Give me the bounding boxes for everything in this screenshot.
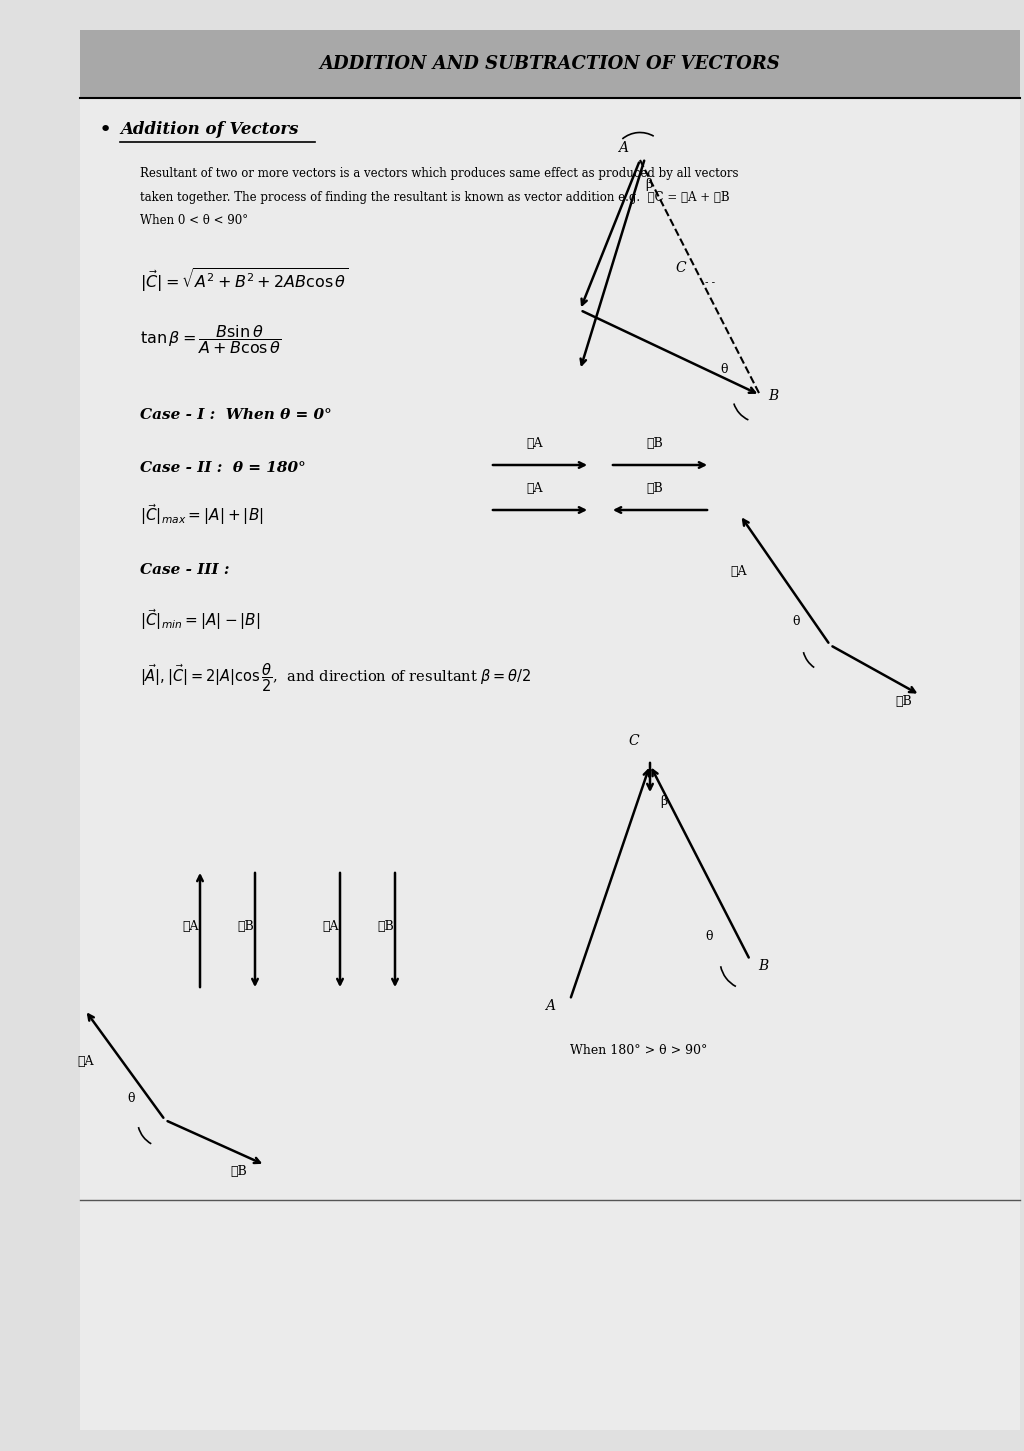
- Text: C: C: [675, 261, 686, 276]
- Text: $\tan\beta = \dfrac{B\sin\theta}{A + B\cos\theta}$: $\tan\beta = \dfrac{B\sin\theta}{A + B\c…: [140, 324, 282, 357]
- Text: ⃗B: ⃗B: [230, 1165, 247, 1178]
- Text: θ: θ: [792, 615, 800, 628]
- Bar: [80, 30, 1020, 99]
- Text: ⃗B: ⃗B: [646, 437, 664, 450]
- Text: When 180° > θ > 90°: When 180° > θ > 90°: [570, 1043, 708, 1056]
- Text: β: β: [645, 178, 652, 192]
- Text: When 0 < θ < 90°: When 0 < θ < 90°: [140, 213, 248, 226]
- Text: ⃗A: ⃗A: [77, 1055, 93, 1068]
- Text: ⃗B: ⃗B: [895, 695, 911, 708]
- Text: C: C: [628, 734, 639, 749]
- Text: ⃗B: ⃗B: [646, 482, 664, 495]
- Text: θ: θ: [720, 363, 727, 376]
- Text: •: •: [98, 120, 112, 139]
- Text: - -: - -: [705, 277, 715, 287]
- Text: θ: θ: [705, 930, 713, 943]
- Text: Case - II :  θ = 180°: Case - II : θ = 180°: [140, 461, 306, 474]
- Text: $|\vec{A}|,|\vec{C}| = 2|A|\cos\dfrac{\theta}{2}$,  and direction of resultant $: $|\vec{A}|,|\vec{C}| = 2|A|\cos\dfrac{\t…: [140, 662, 531, 694]
- Text: ⃗A: ⃗A: [526, 482, 544, 495]
- Text: ⃗A: ⃗A: [730, 564, 746, 577]
- Text: ⃗A: ⃗A: [526, 437, 544, 450]
- Text: ADDITION AND SUBTRACTION OF VECTORS: ADDITION AND SUBTRACTION OF VECTORS: [319, 55, 780, 73]
- Text: θ: θ: [127, 1093, 134, 1106]
- Text: B: B: [758, 959, 768, 974]
- Text: ⃗B: ⃗B: [377, 920, 394, 933]
- Text: Case - III :: Case - III :: [140, 563, 229, 577]
- Text: Resultant of two or more vectors is a vectors which produces same effect as prod: Resultant of two or more vectors is a ve…: [140, 167, 738, 180]
- Text: $|\vec{C}|_{min} = |A| - |B|$: $|\vec{C}|_{min} = |A| - |B|$: [140, 608, 260, 633]
- Text: A: A: [618, 141, 628, 155]
- Text: ⃗A: ⃗A: [322, 920, 339, 933]
- Text: ⃗B: ⃗B: [237, 920, 254, 933]
- Text: Addition of Vectors: Addition of Vectors: [120, 122, 299, 138]
- Text: β: β: [660, 795, 668, 808]
- Text: A: A: [545, 998, 555, 1013]
- Text: $|\vec{C}|_{max} = |A| + |B|$: $|\vec{C}|_{max} = |A| + |B|$: [140, 502, 263, 528]
- Text: B: B: [768, 389, 778, 403]
- Text: Case - I :  When θ = 0°: Case - I : When θ = 0°: [140, 408, 332, 422]
- Text: $|\vec{C}| = \sqrt{A^2 + B^2 + 2AB\cos\theta}$: $|\vec{C}| = \sqrt{A^2 + B^2 + 2AB\cos\t…: [140, 266, 349, 295]
- Text: ⃗A: ⃗A: [182, 920, 199, 933]
- Text: taken together. The process of finding the resultant is known as vector addition: taken together. The process of finding t…: [140, 192, 730, 205]
